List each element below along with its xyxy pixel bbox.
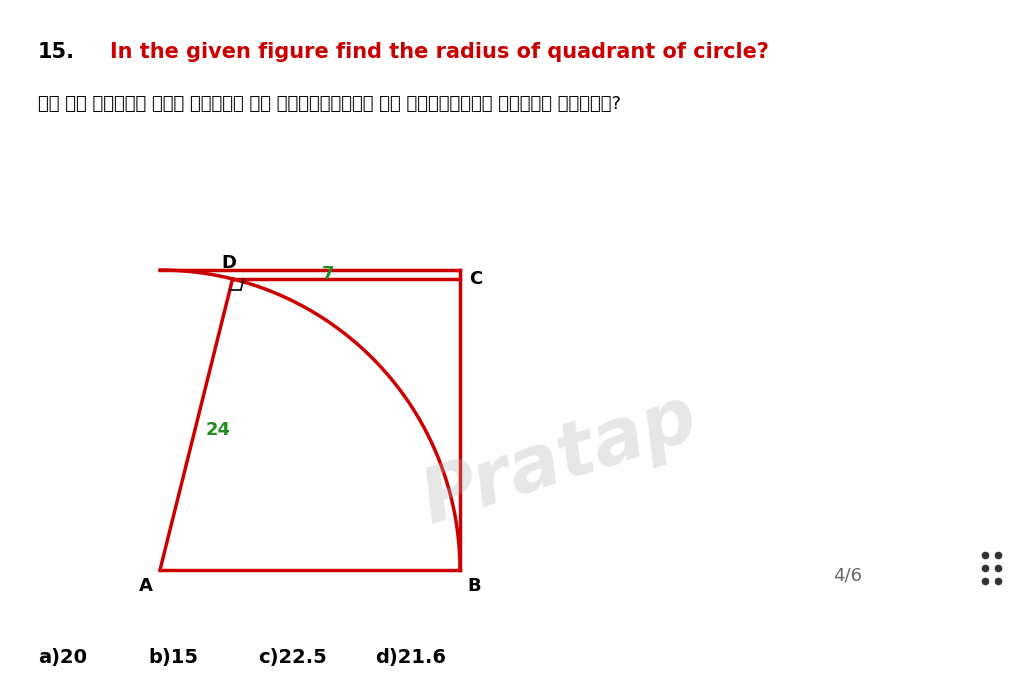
Text: C: C bbox=[469, 270, 482, 288]
Text: Pratap: Pratap bbox=[413, 381, 708, 539]
Text: d)21.6: d)21.6 bbox=[375, 648, 446, 667]
Text: b)15: b)15 bbox=[148, 648, 198, 667]
Text: A: A bbox=[139, 577, 153, 595]
Text: 7: 7 bbox=[322, 265, 335, 283]
Text: In the given figure find the radius of quadrant of circle?: In the given figure find the radius of q… bbox=[110, 42, 769, 62]
Text: D: D bbox=[221, 254, 237, 272]
Text: 4/6: 4/6 bbox=[834, 566, 862, 584]
Text: c)22.5: c)22.5 bbox=[258, 648, 327, 667]
Text: दी गई आकृति में वृत्त के चतुर्थांश की त्रिज्या ज्ञात कीजिए?: दी गई आकृति में वृत्त के चतुर्थांश की त्… bbox=[38, 95, 621, 113]
Text: a)20: a)20 bbox=[38, 648, 87, 667]
Text: 15.: 15. bbox=[38, 42, 75, 62]
Text: B: B bbox=[467, 577, 481, 595]
Text: 24: 24 bbox=[205, 421, 230, 439]
